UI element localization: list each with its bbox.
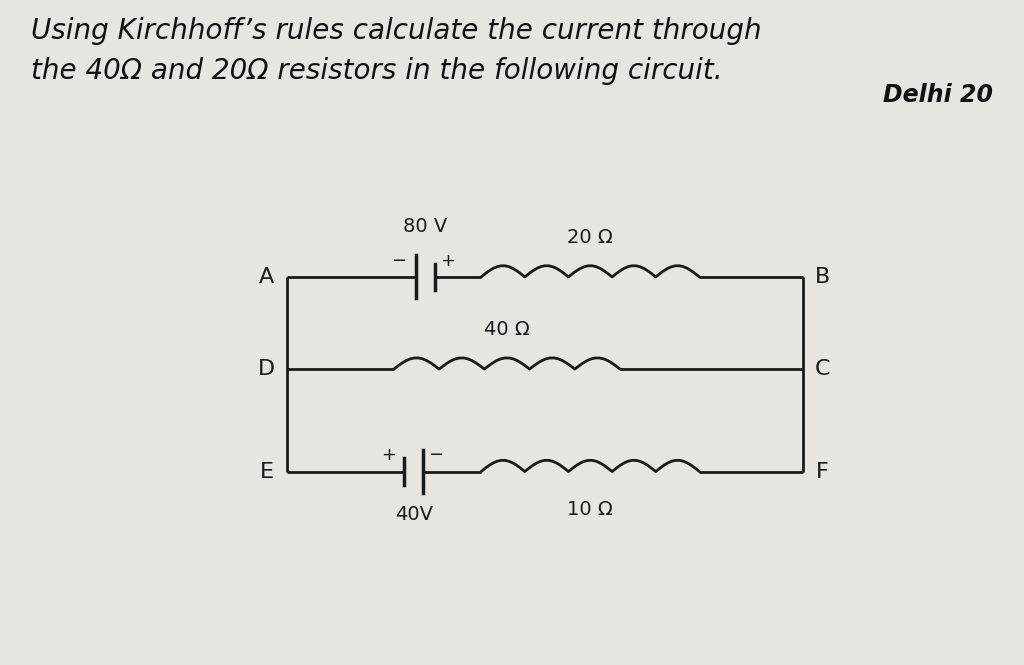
Text: +: + (440, 251, 456, 269)
Text: F: F (816, 462, 828, 481)
Text: −: − (428, 446, 443, 464)
Text: 20 Ω: 20 Ω (567, 228, 613, 247)
Text: C: C (815, 359, 830, 379)
Text: Delhi 20: Delhi 20 (884, 83, 993, 107)
Text: D: D (258, 359, 275, 379)
Text: 80 V: 80 V (403, 217, 447, 236)
Text: 10 Ω: 10 Ω (567, 499, 613, 519)
Text: B: B (815, 267, 830, 287)
Text: 40 Ω: 40 Ω (484, 321, 529, 339)
Text: E: E (260, 462, 273, 481)
Text: Using Kirchhoff’s rules calculate the current through: Using Kirchhoff’s rules calculate the cu… (31, 17, 762, 45)
Text: −: − (391, 251, 407, 269)
Text: 40V: 40V (394, 505, 433, 524)
Text: A: A (259, 267, 274, 287)
Text: +: + (381, 446, 396, 464)
Text: the 40Ω and 20Ω resistors in the following circuit.: the 40Ω and 20Ω resistors in the followi… (31, 57, 722, 84)
